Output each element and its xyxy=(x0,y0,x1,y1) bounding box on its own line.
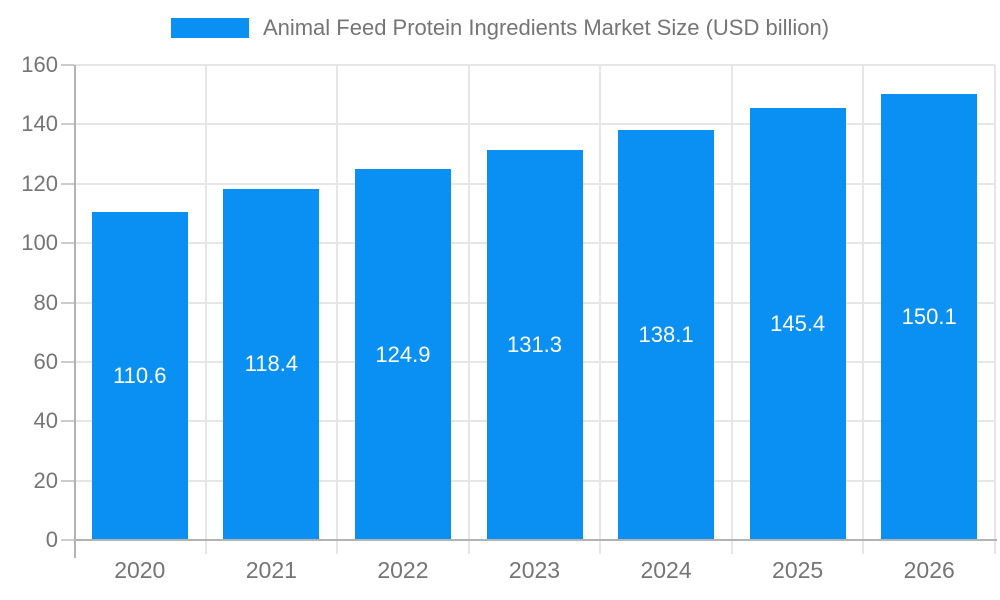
y-tick-label: 60 xyxy=(33,348,58,374)
x-tick-label: 2021 xyxy=(245,557,297,583)
gridline-vertical xyxy=(862,65,865,554)
gridline-vertical xyxy=(599,65,602,554)
y-axis-tick xyxy=(61,242,74,245)
bar-value-label: 150.1 xyxy=(901,304,957,330)
y-tick-label: 40 xyxy=(33,408,58,434)
y-axis-tick xyxy=(61,64,74,66)
y-axis-tick xyxy=(61,479,74,482)
bar[interactable]: 131.3 xyxy=(486,150,583,540)
chart-title: Animal Feed Protein Ingredients Market S… xyxy=(262,15,830,40)
bar-value-label: 138.1 xyxy=(638,322,694,347)
gridline-vertical xyxy=(730,65,733,554)
bar-value-label: 145.4 xyxy=(770,311,826,337)
legend-swatch-icon xyxy=(170,18,249,38)
y-tick-label: 100 xyxy=(21,230,58,256)
y-tick-label: 160 xyxy=(21,52,58,77)
y-tick-label: 0 xyxy=(45,527,58,552)
x-tick-label: 2024 xyxy=(640,557,692,583)
gridline-vertical xyxy=(336,65,339,554)
y-axis-tick xyxy=(61,123,74,126)
x-tick-label: 2023 xyxy=(508,557,561,583)
bar-value-label: 118.4 xyxy=(244,351,299,377)
y-axis-tick xyxy=(61,539,74,541)
bar[interactable]: 110.6 xyxy=(91,211,188,540)
bar-value-label: 131.3 xyxy=(506,332,563,358)
gridline-vertical xyxy=(204,65,207,554)
bar[interactable]: 145.4 xyxy=(749,108,846,540)
x-axis-line xyxy=(74,539,997,541)
bar[interactable]: 138.1 xyxy=(618,130,715,540)
gridline-vertical xyxy=(467,65,470,554)
x-tick-label: 2020 xyxy=(114,557,166,583)
bar-value-label: 110.6 xyxy=(113,362,167,388)
bar[interactable]: 150.1 xyxy=(881,94,978,540)
y-axis-tick xyxy=(61,182,74,185)
x-tick-label: 2026 xyxy=(903,557,955,583)
bar-value-label: 124.9 xyxy=(375,341,431,367)
x-tick-label: 2022 xyxy=(377,557,429,583)
y-tick-label: 140 xyxy=(21,111,58,137)
bar[interactable]: 124.9 xyxy=(354,169,451,540)
gridline-horizontal xyxy=(74,64,995,66)
gridline-vertical xyxy=(994,65,996,554)
y-axis-tick xyxy=(61,301,74,304)
chart-legend: Animal Feed Protein Ingredients Market S… xyxy=(0,8,1000,48)
y-axis-tick xyxy=(61,360,74,363)
gridline-horizontal xyxy=(74,123,995,126)
y-axis-line xyxy=(74,65,76,558)
y-tick-label: 20 xyxy=(33,467,58,493)
bar[interactable]: 118.4 xyxy=(223,188,320,540)
y-axis-tick xyxy=(61,420,74,423)
x-tick-label: 2025 xyxy=(772,557,824,583)
y-tick-label: 80 xyxy=(33,289,58,315)
y-tick-label: 120 xyxy=(21,170,58,196)
